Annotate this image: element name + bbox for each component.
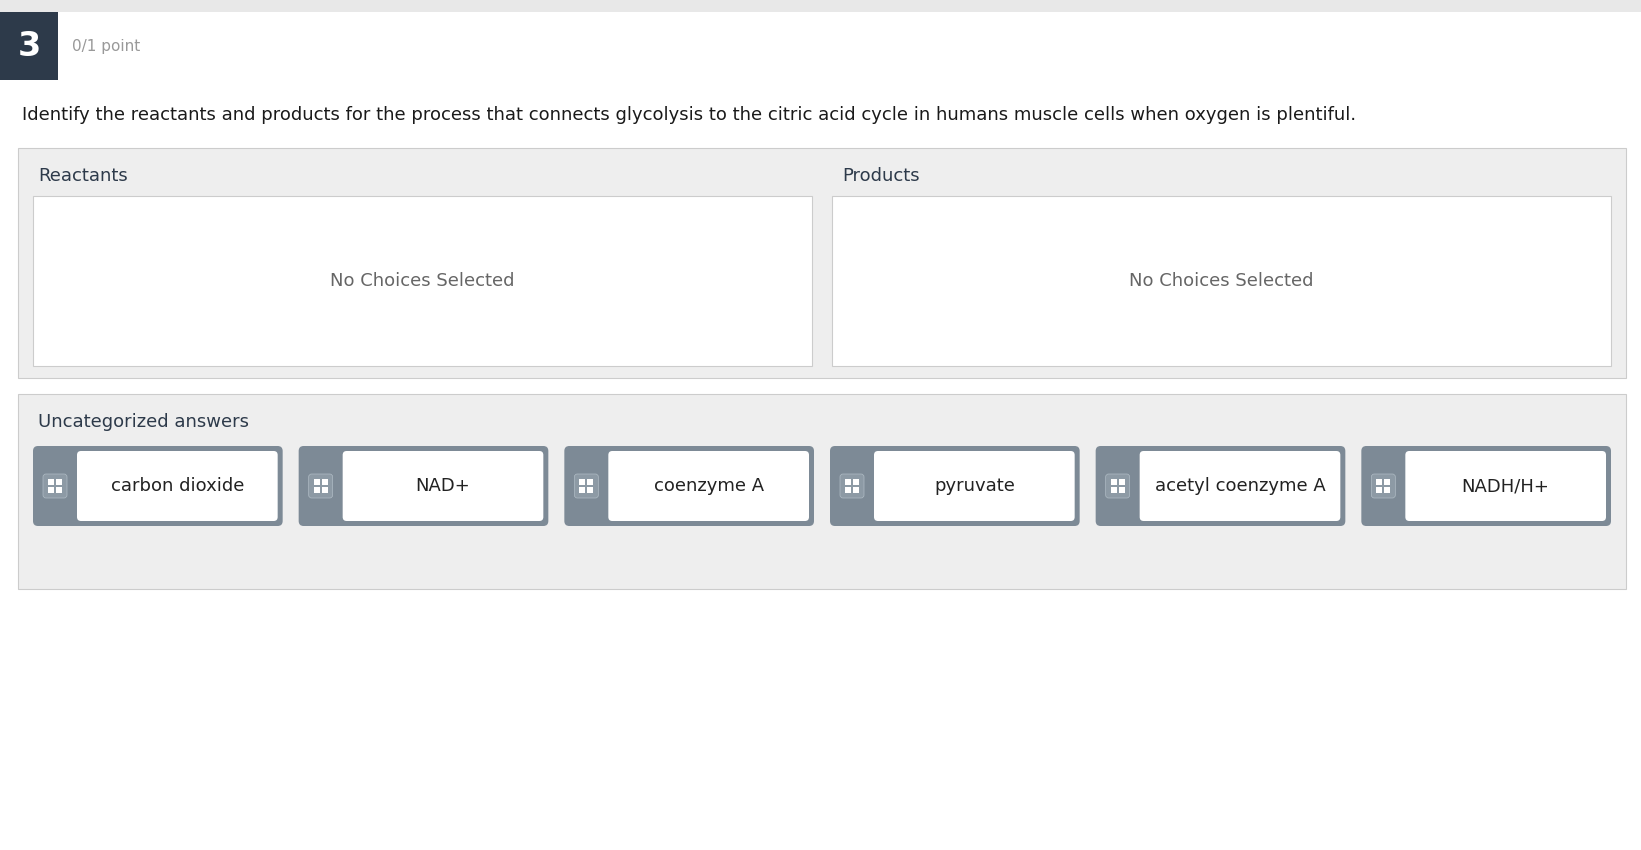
Text: pyruvate: pyruvate	[934, 477, 1014, 495]
FancyBboxPatch shape	[299, 446, 548, 526]
FancyBboxPatch shape	[1106, 474, 1129, 498]
Text: No Choices Selected: No Choices Selected	[1129, 272, 1314, 290]
Bar	[845, 487, 852, 493]
FancyBboxPatch shape	[33, 446, 282, 526]
Bar	[1377, 479, 1382, 485]
Bar	[1111, 479, 1116, 485]
Bar	[1119, 487, 1124, 493]
Bar	[18, 394, 1626, 589]
FancyBboxPatch shape	[609, 451, 809, 521]
FancyBboxPatch shape	[565, 446, 814, 526]
Text: 0/1 point: 0/1 point	[72, 38, 139, 54]
Text: carbon dioxide: carbon dioxide	[110, 477, 245, 495]
Bar	[322, 479, 328, 485]
Text: No Choices Selected: No Choices Selected	[330, 272, 515, 290]
Bar	[313, 479, 320, 485]
FancyBboxPatch shape	[574, 474, 599, 498]
FancyBboxPatch shape	[1362, 446, 1611, 526]
FancyBboxPatch shape	[343, 451, 543, 521]
Bar	[322, 487, 328, 493]
Bar	[0, 12, 57, 80]
Bar	[587, 487, 594, 493]
Text: 3: 3	[18, 30, 41, 63]
FancyBboxPatch shape	[1372, 474, 1395, 498]
Text: Uncategorized answers: Uncategorized answers	[38, 413, 249, 431]
FancyBboxPatch shape	[875, 451, 1075, 521]
FancyBboxPatch shape	[43, 474, 67, 498]
Bar	[33, 196, 812, 366]
Bar	[832, 196, 1611, 366]
Bar	[56, 487, 62, 493]
Text: Products: Products	[842, 167, 919, 185]
Bar	[0, 0, 1641, 12]
Bar	[56, 479, 62, 485]
Bar	[853, 487, 858, 493]
Bar	[853, 479, 858, 485]
FancyBboxPatch shape	[309, 474, 333, 498]
FancyBboxPatch shape	[830, 446, 1080, 526]
Bar	[1119, 479, 1124, 485]
Bar	[587, 479, 594, 485]
FancyBboxPatch shape	[1139, 451, 1341, 521]
Text: coenzyme A: coenzyme A	[653, 477, 763, 495]
Text: NADH/H+: NADH/H+	[1462, 477, 1549, 495]
FancyBboxPatch shape	[840, 474, 865, 498]
Bar	[1111, 487, 1116, 493]
Bar	[579, 487, 586, 493]
Text: NAD+: NAD+	[415, 477, 471, 495]
Bar	[845, 479, 852, 485]
Bar	[18, 148, 1626, 378]
Bar	[1385, 479, 1390, 485]
Bar	[1377, 487, 1382, 493]
Bar	[579, 479, 586, 485]
Bar	[313, 487, 320, 493]
FancyBboxPatch shape	[77, 451, 277, 521]
Bar	[48, 487, 54, 493]
FancyBboxPatch shape	[1405, 451, 1607, 521]
Text: Reactants: Reactants	[38, 167, 128, 185]
Text: acetyl coenzyme A: acetyl coenzyme A	[1155, 477, 1326, 495]
Text: Identify the reactants and products for the process that connects glycolysis to : Identify the reactants and products for …	[21, 106, 1355, 124]
Bar	[48, 479, 54, 485]
Bar	[1385, 487, 1390, 493]
FancyBboxPatch shape	[1096, 446, 1346, 526]
